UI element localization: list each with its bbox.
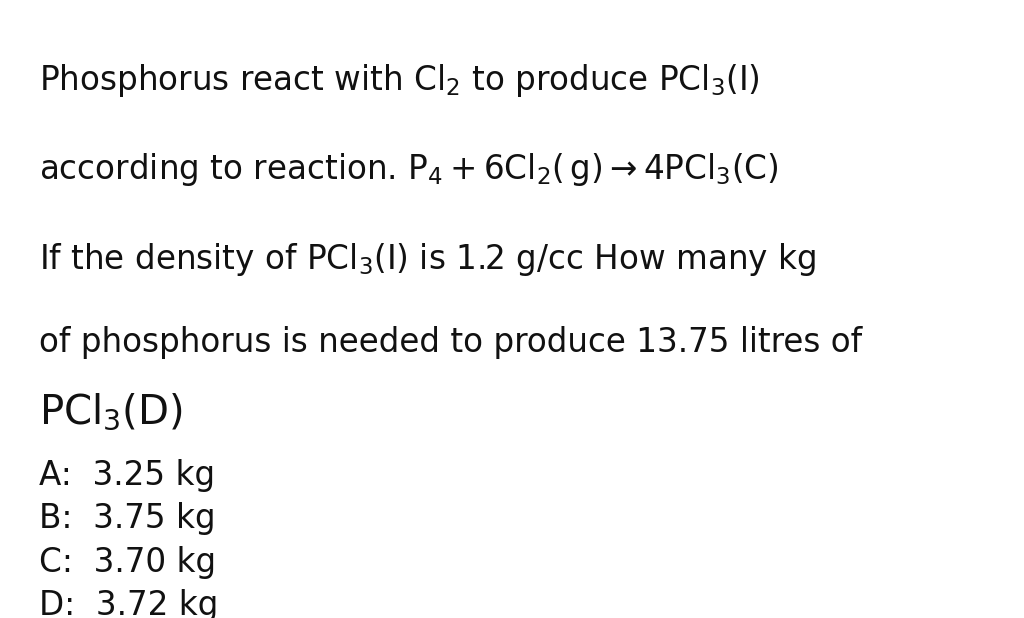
Text: Phosphorus react with $\mathrm{Cl_2}$ to produce $\mathrm{PCl_3(I)}$: Phosphorus react with $\mathrm{Cl_2}$ to…	[39, 62, 760, 99]
Text: according to reaction. $\mathrm{P_4 + 6Cl_2(\, g) \rightarrow 4PCl_3(C)}$: according to reaction. $\mathrm{P_4 + 6C…	[39, 151, 778, 188]
Text: $\mathrm{PCl_3(D)}$: $\mathrm{PCl_3(D)}$	[39, 391, 182, 433]
Text: B:  3.75 kg: B: 3.75 kg	[39, 502, 215, 535]
Text: D:  3.72 kg: D: 3.72 kg	[39, 589, 218, 618]
Text: A:  3.25 kg: A: 3.25 kg	[39, 459, 215, 492]
Text: If the density of $\mathrm{PCl_3(I)}$ is 1.2 g/cc How many kg: If the density of $\mathrm{PCl_3(I)}$ is…	[39, 241, 816, 278]
Text: of phosphorus is needed to produce 13.75 litres of: of phosphorus is needed to produce 13.75…	[39, 326, 862, 359]
Text: C:  3.70 kg: C: 3.70 kg	[39, 546, 216, 578]
